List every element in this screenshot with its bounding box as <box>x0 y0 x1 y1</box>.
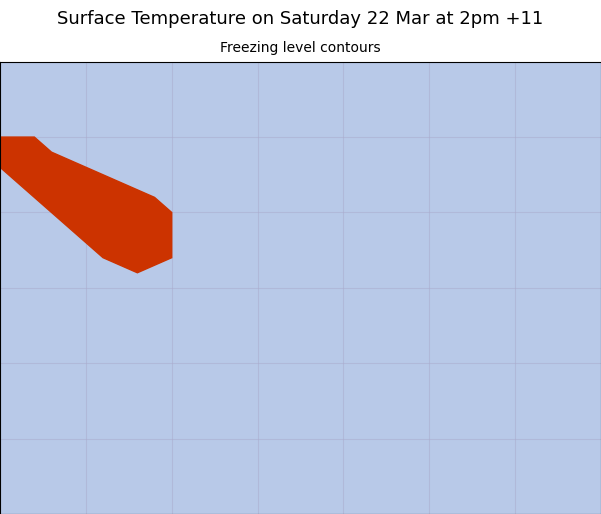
Polygon shape <box>0 137 172 273</box>
Text: Surface Temperature on Saturday 22 Mar at 2pm +11: Surface Temperature on Saturday 22 Mar a… <box>57 9 544 28</box>
Text: Freezing level contours: Freezing level contours <box>220 41 381 55</box>
